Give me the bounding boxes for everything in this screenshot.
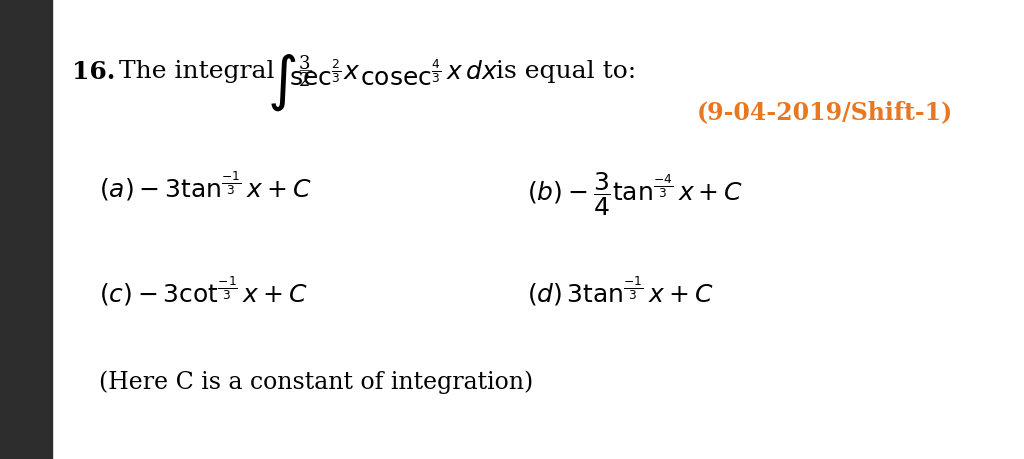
Text: 16.: 16. [72,60,115,84]
Text: $(a)-3\tan^{\frac{-1}{3}}x+C$: $(a)-3\tan^{\frac{-1}{3}}x+C$ [99,170,312,203]
Text: —: — [298,63,312,77]
Text: $x\,dx$: $x\,dx$ [445,60,498,84]
Text: 2: 2 [298,72,310,90]
Text: $\int$: $\int$ [266,52,296,112]
Text: is equal to:: is equal to: [487,60,636,83]
Bar [0,0,52,459]
Text: $\mathrm{cosec}^{\frac{4}{3}}$: $\mathrm{cosec}^{\frac{4}{3}}$ [360,60,441,90]
Text: $\mathrm{sec}^{\frac{2}{3}}$: $\mathrm{sec}^{\frac{2}{3}}$ [289,60,341,90]
Text: $(d)\,3\tan^{\frac{-1}{3}}x+C$: $(d)\,3\tan^{\frac{-1}{3}}x+C$ [527,274,714,308]
Text: $(b)-\dfrac{3}{4}\tan^{\frac{-4}{3}}x+C$: $(b)-\dfrac{3}{4}\tan^{\frac{-4}{3}}x+C$ [527,170,743,218]
Text: (9-04-2019/Shift-1): (9-04-2019/Shift-1) [696,100,952,124]
Text: 3: 3 [298,55,310,73]
Text: (Here C is a constant of integration): (Here C is a constant of integration) [99,369,534,393]
Text: $(c)-3\cot^{\frac{-1}{3}}x+C$: $(c)-3\cot^{\frac{-1}{3}}x+C$ [99,274,308,308]
Text: $x$: $x$ [343,60,360,84]
Text: The integral: The integral [120,60,274,83]
